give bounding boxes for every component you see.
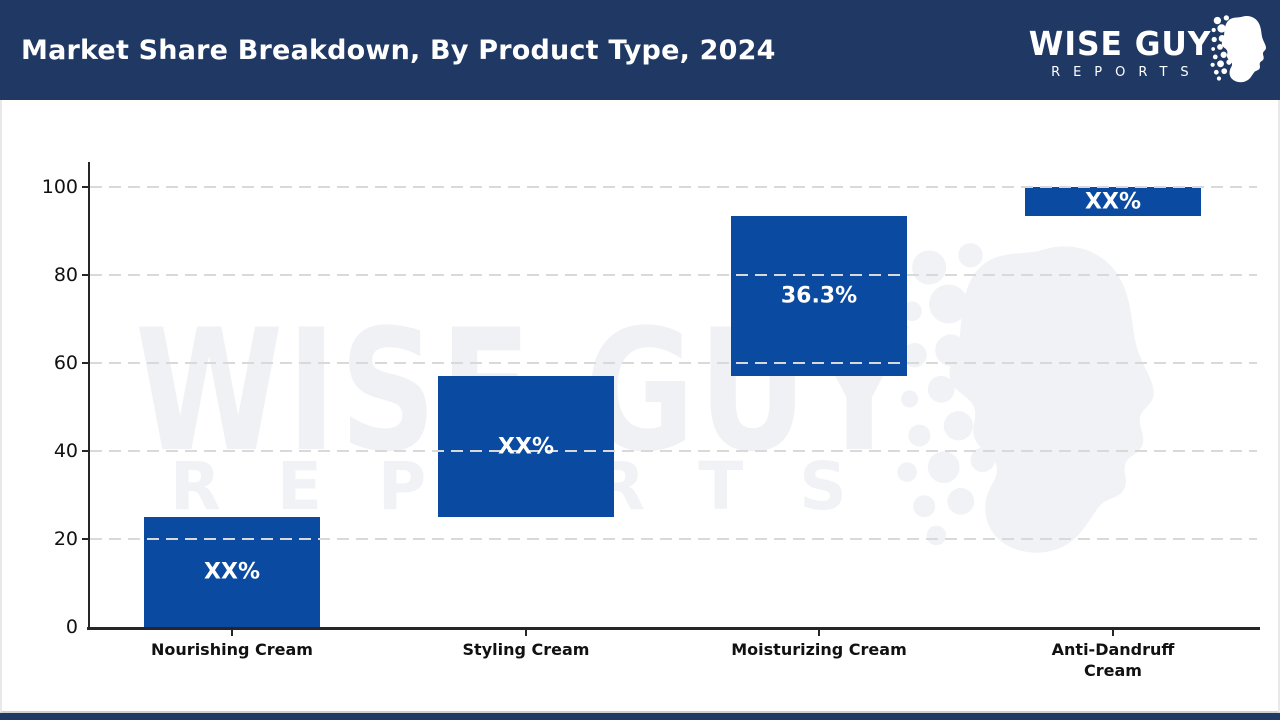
logo-face-icon: [1210, 12, 1268, 86]
footer-bar: [0, 713, 1280, 720]
x-axis-spine: [87, 627, 1260, 630]
y-tick-mark-60: [82, 362, 88, 364]
y-axis-tick-label: 100: [41, 176, 78, 198]
gridline-100: [90, 186, 1257, 188]
bar-anti-dandruff-cream: [1025, 187, 1201, 217]
bar-value-label: XX%: [498, 434, 554, 460]
x-tick-mark-styling-cream: [525, 630, 527, 636]
x-tick-mark-moisturizing-cream: [818, 630, 820, 636]
x-axis-category-label: Styling Cream: [462, 640, 590, 659]
x-tick-mark-nourishing-cream: [231, 630, 233, 636]
gridline-80: [90, 274, 1257, 276]
y-axis-tick-label: 0: [65, 616, 78, 638]
watermark-face-icon: [895, 228, 1163, 570]
y-axis-tick-label: 40: [53, 440, 78, 462]
x-tick-mark-anti-dandruff-cream: [1112, 630, 1114, 636]
logo-text: WISE GUY REPORTS: [1024, 24, 1216, 80]
bar-value-label: 36.3%: [780, 283, 858, 309]
bar-styling-cream: [438, 376, 614, 517]
gridline-40: [90, 450, 1257, 452]
bar-nourishing-cream: [144, 517, 320, 627]
y-tick-mark-80: [82, 274, 88, 276]
bar-moisturizing-cream: [731, 216, 907, 377]
bar-value-label: XX%: [204, 559, 260, 585]
x-axis-category-label: Anti-Dandruff Cream: [1051, 640, 1175, 680]
y-axis-tick-label: 20: [53, 528, 78, 550]
y-axis-spine: [88, 162, 90, 630]
y-axis-tick-label: 60: [53, 352, 78, 374]
wise-guy-reports-logo: WISE GUY REPORTS: [1024, 8, 1268, 86]
page-title: Market Share Breakdown, By Product Type,…: [21, 34, 776, 66]
logo-name: WISE GUY: [1028, 24, 1212, 63]
y-axis-tick-label: 80: [53, 264, 78, 286]
logo-subtitle: REPORTS: [1051, 65, 1202, 80]
bar-value-label: XX%: [1085, 189, 1141, 215]
header-bar: Market Share Breakdown, By Product Type,…: [0, 0, 1280, 100]
y-tick-mark-20: [82, 538, 88, 540]
gridline-20: [90, 538, 1257, 540]
x-axis-category-label: Nourishing Cream: [151, 640, 313, 659]
y-tick-mark-40: [82, 450, 88, 452]
gridline-60: [90, 362, 1257, 364]
chart-area: WISE GUY REPORTS 020406080100XX%XX%36.3%…: [0, 100, 1280, 713]
x-axis-category-label: Moisturizing Cream: [731, 640, 907, 659]
y-tick-mark-100: [82, 186, 88, 188]
